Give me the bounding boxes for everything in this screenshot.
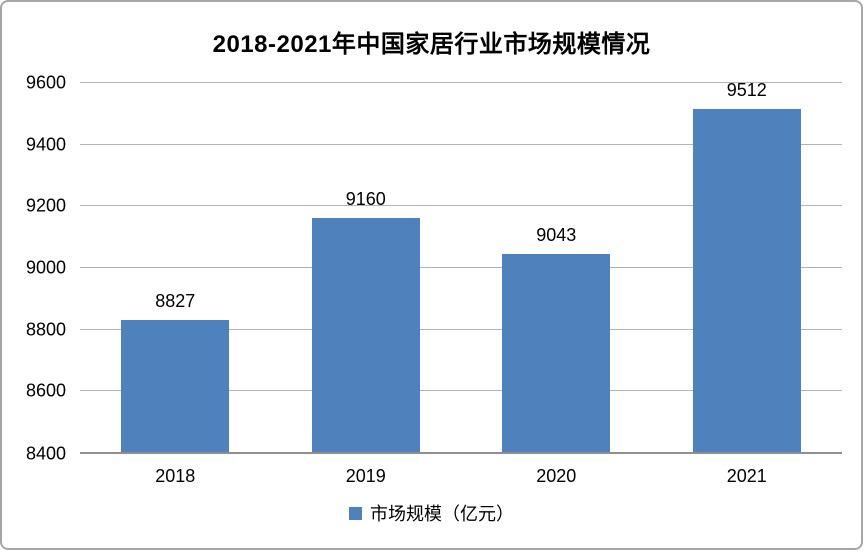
x-tick-label: 2021 — [726, 466, 767, 486]
legend-label: 市场规模（亿元） — [370, 504, 514, 524]
bar-2018: 8827 — [121, 291, 230, 452]
gridline: 9600 — [26, 73, 842, 93]
y-tick-label: 9000 — [25, 257, 66, 278]
bar-2019: 9160 — [311, 189, 420, 452]
chart-title: 2018-2021年中国家居行业市场规模情况 — [212, 31, 651, 58]
gridline: 8600 — [26, 381, 842, 401]
legend: 市场规模（亿元） — [2, 500, 861, 526]
y-tick-label: 8400 — [25, 443, 66, 464]
bar-value-label: 8827 — [155, 291, 196, 312]
x-tick-label: 2018 — [155, 466, 196, 486]
gridline: 9400 — [26, 134, 842, 154]
x-tick-label: 2019 — [345, 466, 386, 486]
y-tick-label: 9200 — [25, 195, 66, 216]
y-tick-label: 8800 — [25, 319, 66, 340]
bar-2021: 9512 — [692, 80, 801, 452]
x-tick-label: 2020 — [536, 466, 577, 486]
y-tick-label: 9400 — [25, 134, 66, 155]
bar-value-label: 9043 — [536, 224, 577, 245]
bar-value-label: 9512 — [726, 80, 767, 101]
gridline: 9000 — [26, 258, 842, 278]
gridline: 9200 — [26, 196, 842, 216]
bar-value-label: 9160 — [345, 188, 386, 209]
legend-swatch-icon — [349, 506, 362, 520]
x-axis-line: 8400 — [26, 444, 842, 464]
y-tick-label: 8600 — [25, 380, 66, 401]
gridline: 8800 — [26, 319, 842, 339]
bar-2020: 9043 — [502, 225, 611, 452]
y-tick-label: 9600 — [25, 72, 66, 93]
plot-area: 8400 8600 8800 9000 9200 9400 9600 8827 2018 9160… — [26, 73, 842, 486]
